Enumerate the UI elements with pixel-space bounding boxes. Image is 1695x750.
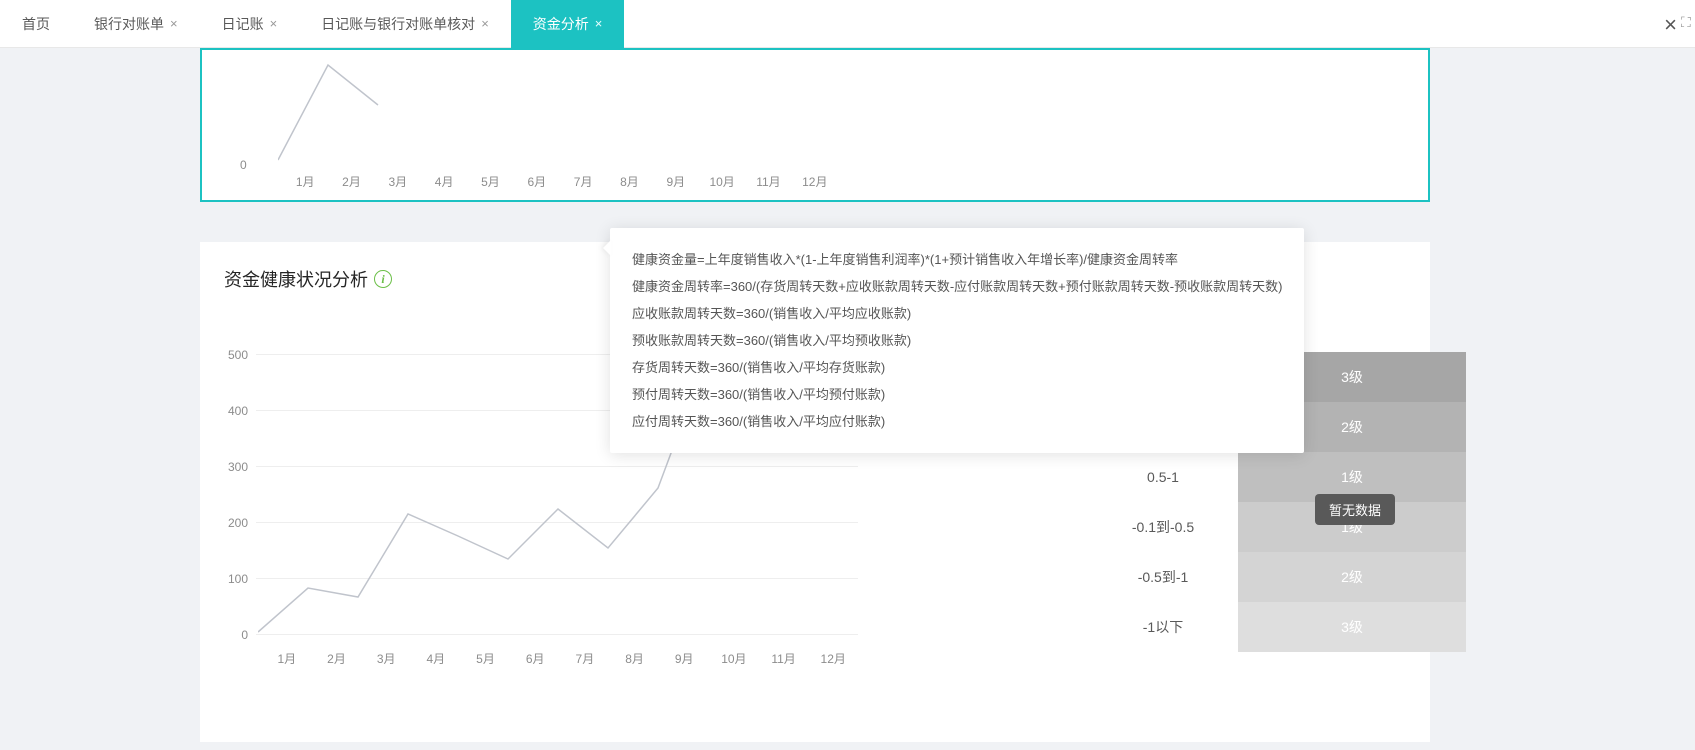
x-label: 12月 [792, 173, 838, 190]
close-all-icon[interactable]: × [1664, 12, 1677, 38]
top-chart-card: 0 1月 2月 3月 4月 5月 6月 7月 8月 9月 10月 11月 12月 [200, 48, 1430, 202]
info-tooltip: 健康资金量=上年度销售收入*(1-上年度销售利润率)*(1+预计销售收入年增长率… [610, 228, 1304, 453]
level-row: -0.5到-1 2级 [1088, 552, 1466, 602]
x-label: 3月 [375, 173, 421, 190]
level-range: -1以下 [1088, 602, 1238, 652]
gridline [256, 634, 858, 635]
x-label: 9月 [653, 173, 699, 190]
tooltip-line: 存货周转天数=360/(销售收入/平均存货账款) [632, 354, 1282, 381]
level-badge: 2级 [1238, 552, 1466, 602]
x-label: 7月 [560, 173, 606, 190]
x-label: 11月 [759, 650, 809, 686]
tab-journal-bank-reconcile[interactable]: 日记账与银行对账单核对 × [299, 0, 511, 48]
expand-icon[interactable]: ⛶ [1681, 14, 1695, 31]
level-range: 0.5-1 [1088, 452, 1238, 502]
x-label: 4月 [421, 173, 467, 190]
close-icon[interactable]: × [270, 16, 278, 31]
level-row: 0.5-1 1级 [1088, 452, 1466, 502]
tooltip-arrow-icon [603, 240, 611, 256]
x-label: 2月 [328, 173, 374, 190]
x-label: 4月 [411, 650, 461, 686]
x-label: 9月 [659, 650, 709, 686]
y-axis-label: 100 [218, 572, 248, 586]
tooltip-line: 预付周转天数=360/(销售收入/平均预付账款) [632, 381, 1282, 408]
y-axis-label: 500 [218, 348, 248, 362]
tab-journal[interactable]: 日记账 × [200, 0, 300, 48]
top-chart: 0 1月 2月 3月 4月 5月 6月 7月 8月 9月 10月 11月 12月 [230, 48, 838, 194]
y-axis-label: 200 [218, 516, 248, 530]
tab-fund-analysis[interactable]: 资金分析 × [511, 0, 625, 48]
x-label: 5月 [467, 173, 513, 190]
close-icon[interactable]: × [595, 16, 603, 31]
tooltip-line: 健康资金量=上年度销售收入*(1-上年度销售利润率)*(1+预计销售收入年增长率… [632, 246, 1282, 273]
tooltip-line: 应付周转天数=360/(销售收入/平均应付账款) [632, 408, 1282, 435]
y-axis-label: 400 [218, 404, 248, 418]
tab-label: 日记账 [222, 14, 264, 34]
x-label: 8月 [606, 173, 652, 190]
tooltip-line: 健康资金周转率=360/(存货周转天数+应收账款周转天数-应付账款周转天数+预付… [632, 273, 1282, 300]
tooltip-line: 应收账款周转天数=360/(销售收入/平均应收账款) [632, 300, 1282, 327]
level-range: -0.5到-1 [1088, 552, 1238, 602]
level-row: -0.1到-0.5 1级 [1088, 502, 1466, 552]
info-icon[interactable]: i [374, 270, 392, 288]
x-label: 5月 [461, 650, 511, 686]
x-label: 10月 [709, 650, 759, 686]
tab-bank-statement[interactable]: 银行对账单 × [72, 0, 200, 48]
x-label: 3月 [361, 650, 411, 686]
tab-label: 银行对账单 [94, 14, 164, 34]
nodata-tag: 暂无数据 [1315, 494, 1395, 525]
y-axis-label-0: 0 [240, 158, 247, 172]
level-badge: 3级 [1238, 602, 1466, 652]
level-range: -0.1到-0.5 [1088, 502, 1238, 552]
health-chart-x-axis: 1月 2月 3月 4月 5月 6月 7月 8月 9月 10月 11月 12月 [262, 650, 858, 686]
page-canvas: 0 1月 2月 3月 4月 5月 6月 7月 8月 9月 10月 11月 12月 [0, 48, 1695, 742]
card-title: 资金健康状况分析 [224, 266, 368, 292]
close-icon[interactable]: × [170, 16, 178, 31]
x-label: 1月 [262, 650, 312, 686]
tab-label: 首页 [22, 14, 50, 34]
tab-home[interactable]: 首页 [0, 0, 72, 48]
tab-bar: 首页 银行对账单 × 日记账 × 日记账与银行对账单核对 × 资金分析 × × … [0, 0, 1695, 48]
top-chart-x-axis: 1月 2月 3月 4月 5月 6月 7月 8月 9月 10月 11月 12月 [282, 173, 838, 190]
y-axis-label: 300 [218, 460, 248, 474]
level-row: -1以下 3级 [1088, 602, 1466, 652]
fund-health-card: 资金健康状况分析 i 健康资金量=上年度销售收入*(1-上年度销售利润率)*(1… [200, 242, 1430, 742]
tab-label: 日记账与银行对账单核对 [321, 14, 475, 34]
top-chart-line [278, 50, 838, 170]
chart-line [278, 65, 378, 160]
x-label: 8月 [610, 650, 660, 686]
x-label: 11月 [745, 173, 791, 190]
x-label: 2月 [312, 650, 362, 686]
x-label: 1月 [282, 173, 328, 190]
y-axis-label: 0 [218, 628, 248, 642]
x-label: 7月 [560, 650, 610, 686]
x-label: 6月 [514, 173, 560, 190]
close-icon[interactable]: × [481, 16, 489, 31]
x-label: 10月 [699, 173, 745, 190]
x-label: 6月 [510, 650, 560, 686]
tab-label: 资金分析 [533, 14, 589, 34]
tooltip-line: 预收账款周转天数=360/(销售收入/平均预收账款) [632, 327, 1282, 354]
x-label: 12月 [808, 650, 858, 686]
